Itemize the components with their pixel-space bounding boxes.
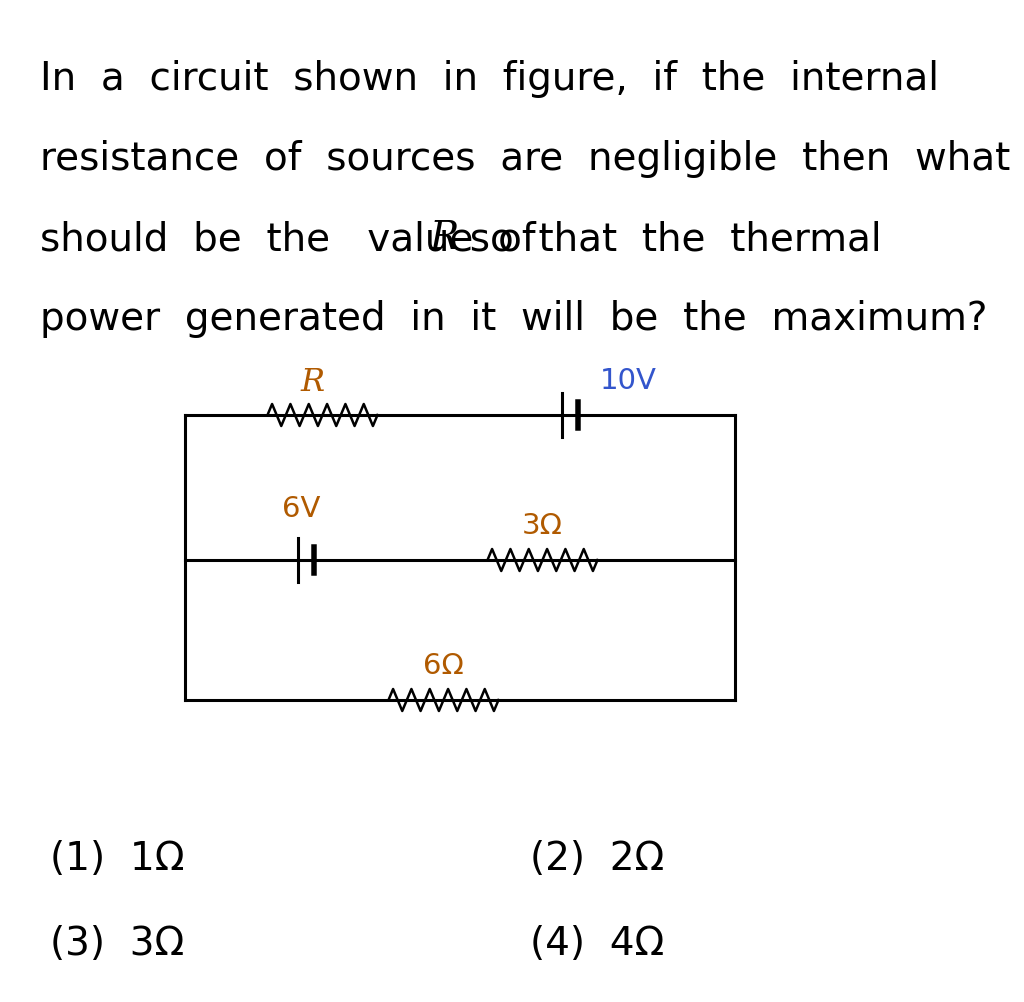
Text: 6V: 6V [282, 495, 321, 523]
Text: (3)  3Ω: (3) 3Ω [50, 925, 184, 963]
Text: power  generated  in  it  will  be  the  maximum?: power generated in it will be the maximu… [40, 300, 987, 338]
Text: (2)  2Ω: (2) 2Ω [530, 840, 665, 878]
Text: In  a  circuit  shown  in  figure,  if  the  internal: In a circuit shown in figure, if the int… [40, 60, 939, 98]
Text: 10V: 10V [600, 367, 656, 395]
Text: should  be  the   value  of: should be the value of [40, 220, 560, 258]
Text: so  that  the  thermal: so that the thermal [445, 220, 882, 258]
Text: 6Ω: 6Ω [423, 652, 464, 680]
Text: R: R [430, 220, 459, 257]
Text: (1)  1Ω: (1) 1Ω [50, 840, 184, 878]
Text: resistance  of  sources  are  negligible  then  what: resistance of sources are negligible the… [40, 140, 1011, 178]
Text: R: R [300, 367, 325, 398]
Text: (4)  4Ω: (4) 4Ω [530, 925, 665, 963]
Text: 3Ω: 3Ω [522, 512, 563, 540]
